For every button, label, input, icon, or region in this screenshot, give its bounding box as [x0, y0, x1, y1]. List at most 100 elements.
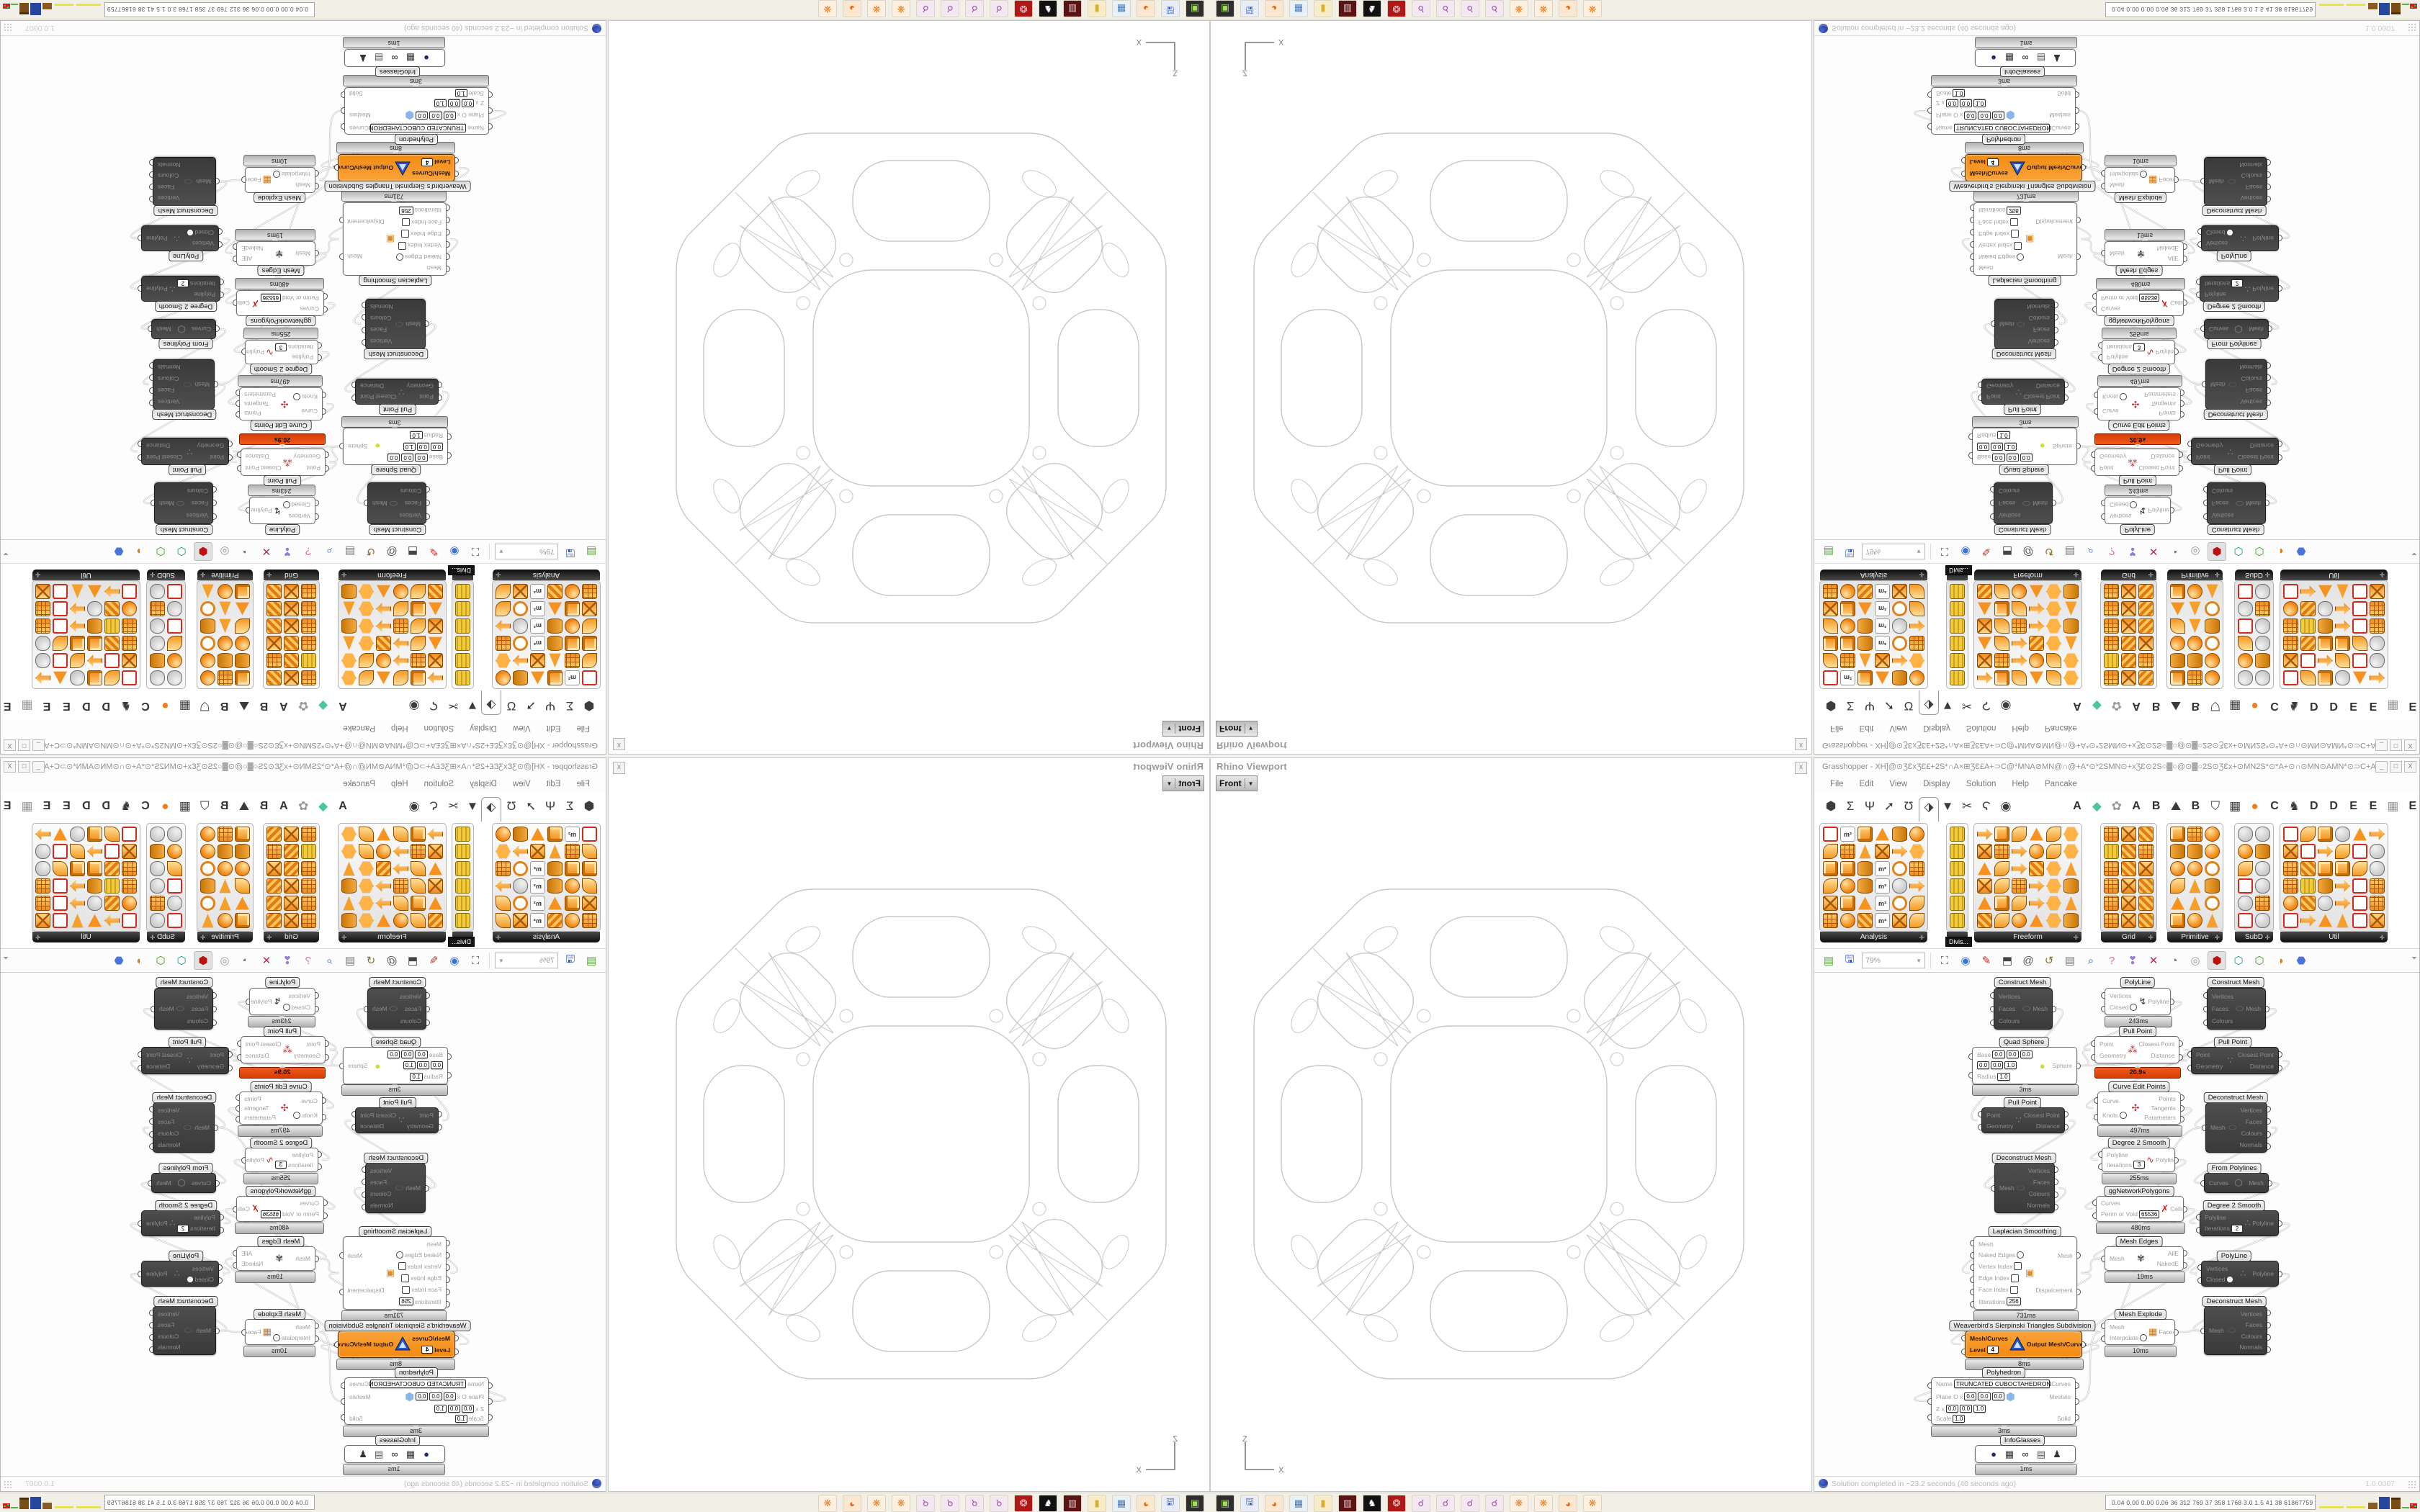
cookie-dark-button[interactable]: ◔: [2171, 954, 2178, 967]
palette-component-icon[interactable]: [70, 913, 85, 928]
octagon-blue-button[interactable]: ⬣: [114, 545, 124, 557]
grasshopper-titlebar[interactable]: Grasshopper - XH]@⊙ƷƐxƷƐ£+2S*∩A×⊞ƷƐ£A+⊃C…: [1, 758, 606, 775]
input-port[interactable]: [2094, 1097, 2097, 1104]
palette-component-icon[interactable]: [104, 913, 120, 928]
tab-sets[interactable]: Ψ: [1864, 799, 1876, 813]
palette-component-icon[interactable]: [266, 827, 282, 842]
palette-component-icon[interactable]: [2104, 878, 2119, 894]
palette-component-icon[interactable]: [2335, 653, 2350, 668]
output-port[interactable]: [334, 1341, 338, 1348]
cookie-light-button[interactable]: ◎: [2190, 545, 2200, 557]
palette-component-icon[interactable]: [513, 896, 528, 911]
palette-component-icon[interactable]: [2121, 636, 2136, 651]
node-cm_l[interactable]: Vertices Faces Colours ⬭ Mesh: [1990, 482, 2056, 524]
tab-flower[interactable]: ✿: [298, 699, 309, 713]
palette-component-icon[interactable]: [150, 827, 165, 842]
input-port[interactable]: [1968, 1072, 1972, 1079]
palette-component-icon[interactable]: [455, 670, 470, 685]
input-port[interactable]: [1968, 433, 1972, 440]
palette-component-icon[interactable]: [1994, 827, 2009, 842]
palette-component-icon[interactable]: [513, 618, 528, 634]
blender-2-icon[interactable]: ❋: [1534, 1495, 1553, 1512]
palette-component-icon[interactable]: [218, 878, 233, 894]
palette-component-icon[interactable]: [393, 636, 408, 651]
maximize-button[interactable]: □: [2390, 761, 2402, 773]
palette-component-icon[interactable]: [2283, 827, 2298, 842]
palette-component-icon[interactable]: [266, 653, 282, 668]
node-poly[interactable]: Name TRUNCATED CUBOCTAHEDRON Curves Plane …: [341, 1377, 493, 1425]
tab-display[interactable]: ◉: [408, 699, 420, 713]
menu-item-pancake[interactable]: Pancake: [343, 724, 375, 733]
palette-component-icon[interactable]: [1823, 844, 1838, 859]
tab-gem[interactable]: ◆: [318, 799, 328, 813]
palette-component-icon[interactable]: [547, 618, 563, 634]
palette-component-icon[interactable]: [218, 896, 233, 911]
palette-component-icon[interactable]: [2046, 653, 2061, 668]
toolbar-scroll-button[interactable]: ⏷: [2411, 549, 2417, 557]
menu-item-file[interactable]: File: [576, 779, 590, 788]
palette-component-icon[interactable]: [2063, 601, 2079, 616]
palette-component-icon[interactable]: [104, 896, 120, 911]
output-port[interactable]: [351, 1111, 355, 1117]
palette-component-icon[interactable]: [1950, 653, 1965, 668]
palette-component-icon[interactable]: [284, 636, 299, 651]
media-red-icon[interactable]: ▥: [1063, 0, 1082, 17]
palette-component-icon[interactable]: [2121, 653, 2136, 668]
preview-button[interactable]: ◉: [1960, 545, 1971, 557]
tab-transform[interactable]: Ϛ: [1981, 699, 1991, 713]
input-port[interactable]: [1927, 1414, 1931, 1421]
palette-component-icon[interactable]: [1840, 913, 1855, 928]
blender-2-icon[interactable]: ❋: [867, 1495, 886, 1512]
palette-component-icon[interactable]: [2255, 618, 2270, 634]
node-pp_l[interactable]: Point Geometry ∵ Closest Point Distance: [1978, 379, 2069, 405]
palette-component-icon[interactable]: [565, 653, 580, 668]
palette-component-icon[interactable]: [1875, 913, 1890, 928]
output-port[interactable]: [362, 1166, 365, 1173]
blender-3-icon[interactable]: ❋: [818, 0, 837, 17]
output-port[interactable]: [341, 107, 344, 114]
menu-item-edit[interactable]: Edit: [546, 779, 561, 788]
palette-component-icon[interactable]: [376, 896, 391, 911]
palette-component-icon[interactable]: [167, 601, 182, 616]
palette-component-icon[interactable]: [496, 584, 511, 599]
tab-intersect[interactable]: ✂: [447, 699, 459, 713]
palette-component-icon[interactable]: [1823, 861, 1838, 876]
palette-component-icon[interactable]: [2012, 896, 2027, 911]
palette-component-icon[interactable]: [565, 618, 580, 634]
palette-component-icon[interactable]: [1977, 670, 1992, 685]
palette-component-icon[interactable]: [2283, 653, 2298, 668]
node-pp_r[interactable]: Point Geometry ∵ Closest Point Distance: [138, 1047, 233, 1074]
output-port[interactable]: [2076, 1414, 2079, 1421]
palette-component-icon[interactable]: [513, 913, 528, 928]
palette-component-icon[interactable]: [2335, 601, 2350, 616]
palette-component-icon[interactable]: [2170, 653, 2185, 668]
palette-component-icon[interactable]: [530, 636, 545, 651]
palette-component-icon[interactable]: [1909, 861, 1924, 876]
palette-component-icon[interactable]: [2300, 618, 2316, 634]
palette-component-icon[interactable]: [2138, 896, 2154, 911]
tab-gem[interactable]: ◆: [2092, 699, 2102, 713]
menu-item-view[interactable]: View: [1889, 779, 1908, 788]
palette-component-icon[interactable]: [1823, 878, 1838, 894]
palette-component-icon[interactable]: [2238, 844, 2253, 859]
palette-component-icon[interactable]: [341, 896, 357, 911]
palette-component-icon[interactable]: [266, 844, 282, 859]
palette-component-icon[interactable]: [2318, 618, 2333, 634]
tab-bird[interactable]: ♞: [120, 799, 132, 813]
node-ig[interactable]: ● ▦ ∞ ▤ ♟: [344, 49, 445, 67]
palette-component-icon[interactable]: [2370, 618, 2385, 634]
tab-c[interactable]: C: [2270, 800, 2279, 812]
palette-component-icon[interactable]: [218, 636, 233, 651]
palette-group-label-freeform[interactable]: Freeform ✛: [339, 932, 446, 942]
menu-item-display[interactable]: Display: [470, 779, 497, 788]
palette-group-label-util[interactable]: Util ✛: [2280, 570, 2388, 580]
tab-surface[interactable]: ⬗: [1919, 797, 1939, 822]
palette-component-icon[interactable]: [2318, 845, 2333, 858]
palette-component-icon[interactable]: [53, 896, 68, 911]
notes-button[interactable]: ▤: [2064, 545, 2076, 557]
cylinder-teal-button[interactable]: ⬡: [176, 955, 187, 967]
palette-component-icon[interactable]: [1857, 653, 1873, 668]
palette-component-icon[interactable]: [1875, 861, 1890, 876]
output-port[interactable]: [2184, 1206, 2187, 1212]
tab-mountain[interactable]: ⛰: [2170, 799, 2182, 813]
